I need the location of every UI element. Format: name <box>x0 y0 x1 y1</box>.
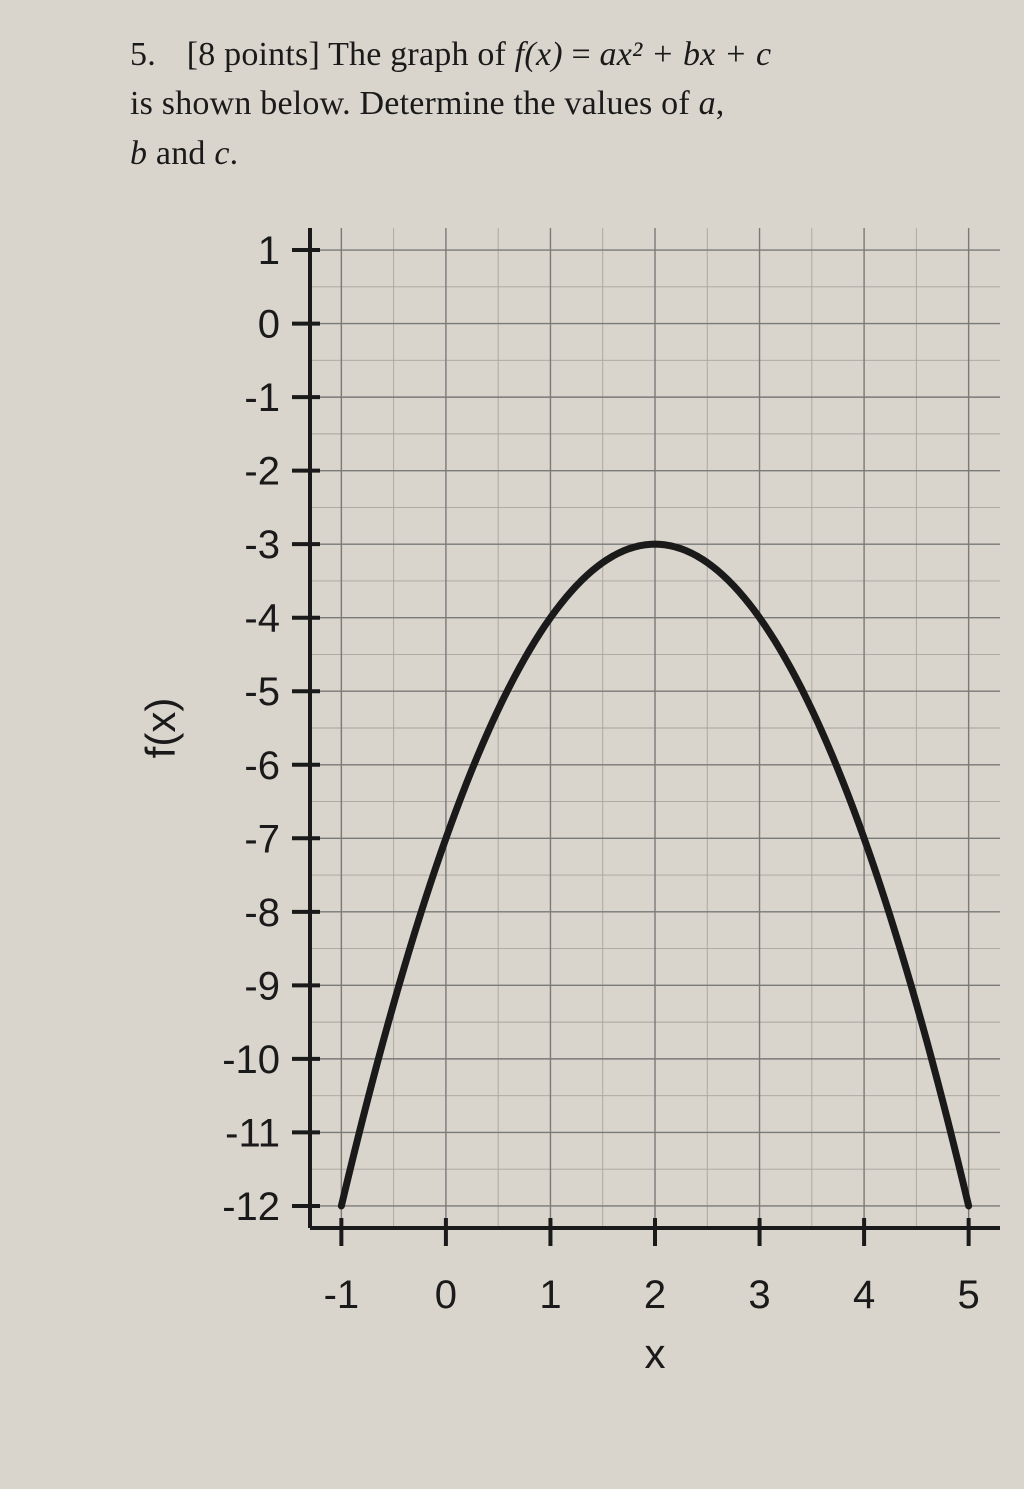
x-tick-label: 5 <box>958 1273 980 1317</box>
y-tick-label: -3 <box>244 523 280 567</box>
question-text: 5. [8 points] The graph of f(x) = ax² + … <box>130 30 984 178</box>
x-tick-label: -1 <box>324 1273 360 1317</box>
var-a: a <box>699 85 716 122</box>
x-axis-label: x <box>645 1330 666 1377</box>
y-tick-label: -10 <box>222 1038 280 1082</box>
equation-rhs: ax² + bx + c <box>600 36 772 73</box>
y-tick-label: -11 <box>225 1111 280 1155</box>
var-b: b <box>130 135 147 172</box>
var-c: c <box>214 135 229 172</box>
y-tick-label: -4 <box>244 597 280 641</box>
and-text: and <box>156 135 214 172</box>
y-tick-label: -7 <box>244 817 280 861</box>
points-label: [8 points] <box>187 36 320 73</box>
y-tick-label: -1 <box>244 376 280 420</box>
x-tick-label: 1 <box>539 1273 561 1317</box>
chart-container: 10-1-2-3-4-5-6-7-8-9-10-11-12-1012345xf(… <box>130 218 1010 1398</box>
y-tick-label: -8 <box>244 891 280 935</box>
question-part2: is shown below. Determine the values of <box>130 85 699 122</box>
y-axis-label: f(x) <box>137 698 184 759</box>
y-tick-label: -5 <box>244 670 280 714</box>
y-tick-label: 1 <box>258 229 280 273</box>
y-tick-label: -9 <box>244 964 280 1008</box>
y-tick-label: 0 <box>258 302 280 346</box>
y-tick-label: -2 <box>244 450 280 494</box>
y-tick-label: -6 <box>244 744 280 788</box>
x-tick-label: 0 <box>435 1273 457 1317</box>
equation-lhs: f(x) <box>515 36 563 73</box>
page: 5. [8 points] The graph of f(x) = ax² + … <box>0 0 1024 1489</box>
x-tick-label: 4 <box>853 1273 875 1317</box>
parabola-chart: 10-1-2-3-4-5-6-7-8-9-10-11-12-1012345xf(… <box>130 218 1010 1378</box>
x-tick-label: 3 <box>748 1273 770 1317</box>
y-tick-label: -12 <box>222 1185 280 1229</box>
x-tick-label: 2 <box>644 1273 666 1317</box>
question-part1: The graph of <box>328 36 515 73</box>
question-number: 5. <box>130 30 178 79</box>
equation-eq: = <box>571 36 599 73</box>
